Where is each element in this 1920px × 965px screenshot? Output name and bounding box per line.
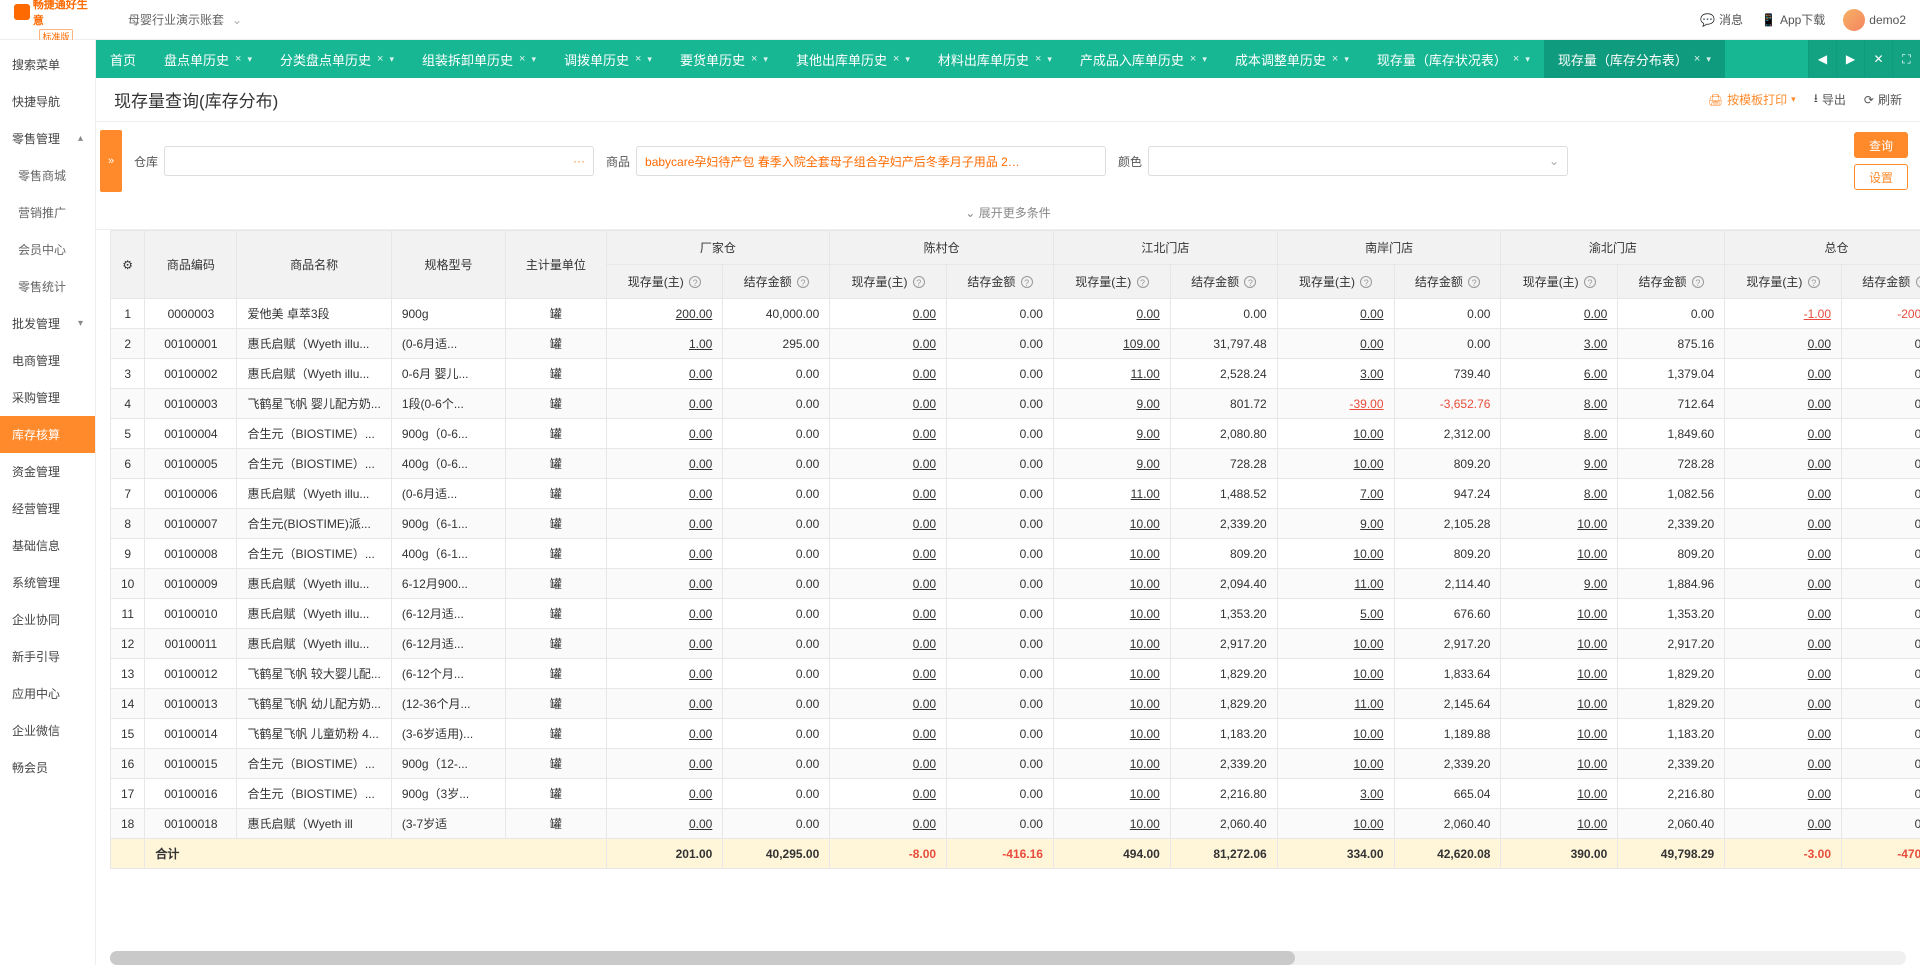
sidebar-item[interactable]: 零售商城 — [0, 157, 95, 194]
tab-close-icon[interactable]: × — [1035, 53, 1041, 65]
tab-close-icon[interactable]: × — [1513, 53, 1519, 65]
sidebar-item[interactable]: 企业协同 — [0, 601, 95, 638]
sidebar: 搜索菜单快捷导航零售管理▴零售商城营销推广会员中心零售统计批发管理▾电商管理采购… — [0, 40, 96, 965]
sidebar-item[interactable]: 营销推广 — [0, 194, 95, 231]
sidebar-item[interactable]: 零售统计 — [0, 268, 95, 305]
user-menu[interactable]: demo2 — [1843, 9, 1906, 31]
tab-close-icon[interactable]: × — [1694, 53, 1700, 65]
sidebar-item[interactable]: 电商管理 — [0, 342, 95, 379]
warehouse-label: 仓库 — [134, 153, 158, 170]
tab[interactable]: 成本调整单历史 × ▾ — [1221, 40, 1363, 78]
tabs-next[interactable]: ▶ — [1836, 40, 1864, 78]
refresh-button[interactable]: ⟳刷新 — [1864, 91, 1902, 108]
tabs-prev[interactable]: ◀ — [1808, 40, 1836, 78]
print-button[interactable]: 🖨按模板打印▾ — [1708, 91, 1796, 108]
sidebar-item[interactable]: 基础信息 — [0, 527, 95, 564]
table-row[interactable]: 1400100013飞鹤星飞帆 幼儿配方奶...(12-36个月...罐0.00… — [111, 689, 1920, 719]
tab[interactable]: 现存量（库存状况表） × ▾ — [1363, 40, 1544, 78]
sidebar-item[interactable]: 采购管理 — [0, 379, 95, 416]
table-row[interactable]: 300100002惠氏启赋（Wyeth illu...0-6月 婴儿...罐0.… — [111, 359, 1920, 389]
horizontal-scrollbar[interactable] — [110, 951, 1906, 965]
table-row[interactable]: 1000100009惠氏启赋（Wyeth illu...6-12月900...罐… — [111, 569, 1920, 599]
data-table-scroll[interactable]: ⚙商品编码商品名称规格型号主计量单位厂家仓陈村仓江北门店南岸门店渝北门店总仓现现… — [96, 230, 1920, 945]
tab[interactable]: 盘点单历史 × ▾ — [150, 40, 266, 78]
table-row[interactable]: 700100006惠氏启赋（Wyeth illu...(0-6月适...罐0.0… — [111, 479, 1920, 509]
app-download-link[interactable]: 📱App下载 — [1761, 11, 1825, 28]
sidebar-item[interactable]: 批发管理▾ — [0, 305, 95, 342]
tab-close-icon[interactable]: × — [1332, 53, 1338, 65]
sidebar-item[interactable]: 库存核算 — [0, 416, 95, 453]
tab-close-icon[interactable]: × — [751, 53, 757, 65]
brand-text: 畅捷通好生意 — [33, 0, 98, 28]
account-selector[interactable]: 母婴行业演示账套 — [128, 11, 242, 28]
filter-collapse-toggle[interactable]: » — [100, 130, 122, 192]
table-row[interactable]: 500100004合生元（BIOSTIME）...900g（0-6...罐0.0… — [111, 419, 1920, 449]
table-row[interactable]: 600100005合生元（BIOSTIME）...400g（0-6...罐0.0… — [111, 449, 1920, 479]
color-input[interactable]: ⌄ — [1148, 146, 1568, 176]
tab[interactable]: 现存量（库存分布表） × ▾ — [1544, 40, 1725, 78]
color-label: 颜色 — [1118, 153, 1142, 170]
sidebar-item[interactable]: 资金管理 — [0, 453, 95, 490]
product-label: 商品 — [606, 153, 630, 170]
table-row[interactable]: 900100008合生元（BIOSTIME）...400g（6-1...罐0.0… — [111, 539, 1920, 569]
warehouse-input[interactable]: ··· — [164, 146, 594, 176]
tab[interactable]: 其他出库单历史 × ▾ — [782, 40, 924, 78]
settings-button[interactable]: 设置 — [1854, 164, 1908, 190]
export-button[interactable]: ⭳导出 — [1814, 89, 1846, 110]
tab[interactable]: 材料出库单历史 × ▾ — [924, 40, 1066, 78]
expand-filters[interactable]: ⌄ 展开更多条件 — [96, 200, 1920, 230]
table-row[interactable]: 1300100012飞鹤星飞帆 较大婴儿配...(6-12个月...罐0.000… — [111, 659, 1920, 689]
export-icon: ⭳ — [1814, 89, 1818, 110]
tab[interactable]: 要货单历史 × ▾ — [666, 40, 782, 78]
table-row[interactable]: 800100007合生元(BIOSTIME)派...900g（6-1...罐0.… — [111, 509, 1920, 539]
sidebar-item[interactable]: 新手引导 — [0, 638, 95, 675]
sidebar-item[interactable]: 经营管理 — [0, 490, 95, 527]
tab[interactable]: 调拨单历史 × ▾ — [550, 40, 666, 78]
table-row[interactable]: 200100001惠氏启赋（Wyeth illu...(0-6月适...罐1.0… — [111, 329, 1920, 359]
tab-close-icon[interactable]: × — [635, 53, 641, 65]
table-row[interactable]: 1100100010惠氏启赋（Wyeth illu...(6-12月适...罐0… — [111, 599, 1920, 629]
table-row[interactable]: 1200100011惠氏启赋（Wyeth illu...(6-12月适...罐0… — [111, 629, 1920, 659]
tab[interactable]: 首页 — [96, 40, 150, 78]
table-row[interactable]: 400100003飞鹤星飞帆 婴儿配方奶...1段(0-6个...罐0.000.… — [111, 389, 1920, 419]
messages-link[interactable]: 💬消息 — [1700, 11, 1743, 28]
fullscreen-toggle[interactable]: ⛶ — [1892, 40, 1920, 78]
sidebar-item[interactable]: 畅会员 — [0, 749, 95, 786]
sidebar-item[interactable]: 搜索菜单 — [0, 46, 95, 83]
sidebar-item[interactable]: 系统管理 — [0, 564, 95, 601]
sidebar-item[interactable]: 快捷导航 — [0, 83, 95, 120]
print-icon: 🖨 — [1708, 93, 1723, 107]
tab[interactable]: 分类盘点单历史 × ▾ — [266, 40, 408, 78]
table-row[interactable]: 1700100016合生元（BIOSTIME）...900g（3岁...罐0.0… — [111, 779, 1920, 809]
query-button[interactable]: 查询 — [1854, 132, 1908, 158]
tabs-close-all[interactable]: ✕ — [1864, 40, 1892, 78]
tab[interactable]: 产成品入库单历史 × ▾ — [1066, 40, 1221, 78]
sidebar-item[interactable]: 零售管理▴ — [0, 120, 95, 157]
tab-close-icon[interactable]: × — [377, 53, 383, 65]
table-row[interactable]: 1600100015合生元（BIOSTIME）...900g（12-...罐0.… — [111, 749, 1920, 779]
product-input[interactable]: babycare孕妇待产包 春季入院全套母子组合孕妇产后冬季月子用品 22件套 … — [636, 146, 1106, 176]
table-row[interactable]: 1800100018惠氏启赋（Wyeth ill(3-7岁适罐0.000.000… — [111, 809, 1920, 839]
logo: 畅捷通好生意 标准版 — [14, 0, 98, 44]
tab-bar: 首页盘点单历史 × ▾分类盘点单历史 × ▾组装拆卸单历史 × ▾调拨单历史 ×… — [96, 40, 1920, 78]
refresh-icon: ⟳ — [1864, 93, 1874, 107]
tab-close-icon[interactable]: × — [1190, 53, 1196, 65]
sidebar-item[interactable]: 企业微信 — [0, 712, 95, 749]
tab-close-icon[interactable]: × — [519, 53, 525, 65]
table-row[interactable]: 10000003爱他美 卓萃3段900g罐200.0040,000.000.00… — [111, 299, 1920, 329]
tab[interactable]: 组装拆卸单历史 × ▾ — [408, 40, 550, 78]
phone-icon: 📱 — [1761, 13, 1776, 27]
inventory-table: ⚙商品编码商品名称规格型号主计量单位厂家仓陈村仓江北门店南岸门店渝北门店总仓现现… — [110, 230, 1920, 869]
sidebar-item[interactable]: 会员中心 — [0, 231, 95, 268]
sidebar-item[interactable]: 应用中心 — [0, 675, 95, 712]
logo-icon — [14, 4, 30, 20]
page-title: 现存量查询(库存分布) — [114, 87, 278, 112]
tab-close-icon[interactable]: × — [235, 53, 241, 65]
top-bar: 畅捷通好生意 标准版 母婴行业演示账套 💬消息 📱App下载 demo2 — [0, 0, 1920, 40]
tab-close-icon[interactable]: × — [893, 53, 899, 65]
page-header: 现存量查询(库存分布) 🖨按模板打印▾ ⭳导出 ⟳刷新 — [96, 78, 1920, 122]
avatar — [1843, 9, 1865, 31]
chat-icon: 💬 — [1700, 13, 1715, 27]
table-row[interactable]: 1500100014飞鹤星飞帆 儿童奶粉 4...(3-6岁适用)...罐0.0… — [111, 719, 1920, 749]
